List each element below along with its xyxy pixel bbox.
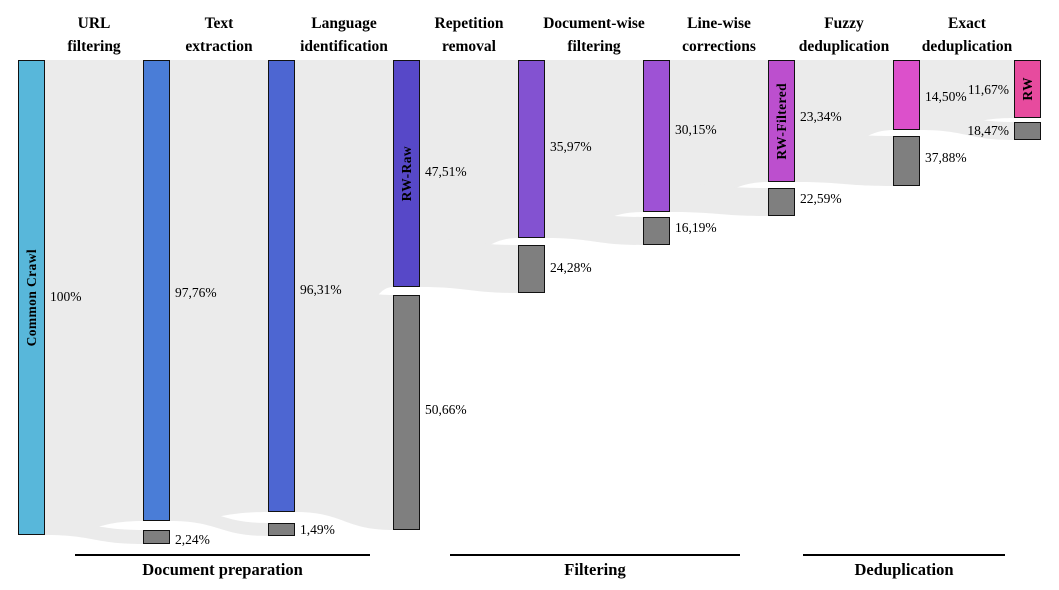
removed-flow-band: [170, 508, 268, 536]
kept-flow-band: [920, 60, 1014, 130]
removed-percentage-label: 18,47%: [967, 123, 1009, 138]
stage-header-line1: Exact: [948, 15, 986, 32]
stage-header-line2: identification: [300, 38, 388, 56]
removed-percentage-label: 2,24%: [175, 532, 210, 547]
phase-group-label: Filtering: [450, 554, 740, 580]
stage-header: URL filtering: [67, 12, 120, 59]
percentage-label: 30,15%: [675, 122, 717, 137]
removed-percentage-label: 24,28%: [550, 260, 592, 275]
bar-after-url-filtering: [143, 60, 170, 521]
bar-rw: RW: [1014, 60, 1041, 118]
removed-percentage-label: 22,59%: [800, 191, 842, 206]
removed-flow-band: [295, 277, 393, 530]
percentage-label: 14,50%: [925, 89, 967, 104]
removed-flow-band: [795, 132, 893, 186]
stage-header-line2: filtering: [67, 38, 121, 56]
bar-title: RW-Raw: [398, 145, 414, 202]
removed-bar: [768, 188, 795, 216]
removed-bar: [143, 530, 170, 544]
removed-flow-band: [545, 210, 643, 245]
bar-after-repetition-removal: [518, 60, 545, 238]
kept-flow-band: [45, 60, 143, 535]
stage-header: Fuzzy deduplication: [799, 12, 889, 59]
removed-bar: [268, 523, 295, 536]
stage-header: Language identification: [300, 12, 388, 59]
removed-percentage-label: 16,19%: [675, 220, 717, 235]
stage-header-line1: Document-wise: [543, 15, 645, 32]
bar-rw-raw: RW-Raw: [393, 60, 420, 287]
removed-flow-band: [670, 184, 768, 216]
stage-header-line2: corrections: [682, 38, 756, 56]
removed-percentage-label: 1,49%: [300, 522, 335, 537]
percentage-label: 100%: [50, 289, 82, 304]
stage-header: Text extraction: [185, 12, 252, 59]
percentage-label: 35,97%: [550, 139, 592, 154]
bar-after-document-wise-filtering: [643, 60, 670, 212]
stage-header-line2: filtering: [567, 38, 621, 56]
stage-header-line2: deduplication: [798, 38, 890, 56]
stage-header-line2: removal: [442, 38, 496, 56]
bar-rw-filtered: RW-Filtered: [768, 60, 795, 182]
removed-percentage-label: 37,88%: [925, 150, 967, 165]
removed-bar: [393, 295, 420, 530]
removed-flow-band: [420, 239, 518, 293]
percentage-label: 97,76%: [175, 285, 217, 300]
stage-header-line1: Repetition: [434, 15, 504, 32]
phase-group-label: Deduplication: [803, 554, 1005, 580]
percentage-label: 11,67%: [967, 82, 1009, 97]
stage-header: Line-wise corrections: [682, 12, 756, 59]
bar-title: RW-Filtered: [773, 82, 789, 160]
percentage-label: 96,31%: [300, 282, 342, 297]
phase-group-label: Document preparation: [75, 554, 370, 580]
stage-header-line1: Text: [204, 15, 234, 32]
bar-title: Common Crawl: [23, 248, 39, 347]
stage-header: Document-wise filtering: [543, 12, 645, 59]
stage-header-line1: Fuzzy: [824, 15, 864, 32]
kept-flow-band: [670, 60, 768, 212]
stage-header-line2: extraction: [185, 38, 253, 56]
removed-flow-band: [920, 112, 1014, 140]
stage-header: Exact deduplication: [922, 12, 1012, 59]
percentage-label: 47,51%: [425, 164, 467, 179]
removed-bar: [518, 245, 545, 293]
stage-header-line1: Language: [311, 15, 377, 32]
bar-common-crawl: Common Crawl: [18, 60, 45, 535]
removed-bar: [1014, 122, 1041, 140]
removed-bar: [893, 136, 920, 186]
kept-flow-band: [170, 60, 268, 521]
removed-bar: [643, 217, 670, 245]
stage-header-line1: Line-wise: [687, 15, 751, 32]
removed-flow-band: [45, 521, 143, 544]
kept-flow-band: [545, 60, 643, 238]
bar-after-fuzzy-deduplication: [893, 60, 920, 130]
stage-header-line2: deduplication: [921, 38, 1013, 56]
stage-header-line1: URL: [77, 15, 111, 32]
stage-header: Repetition removal: [435, 12, 504, 59]
bar-title: RW: [1019, 77, 1035, 101]
percentage-label: 23,34%: [800, 109, 842, 124]
removed-percentage-label: 50,66%: [425, 402, 467, 417]
kept-flow-band: [420, 60, 518, 287]
bar-after-text-extraction: [268, 60, 295, 512]
